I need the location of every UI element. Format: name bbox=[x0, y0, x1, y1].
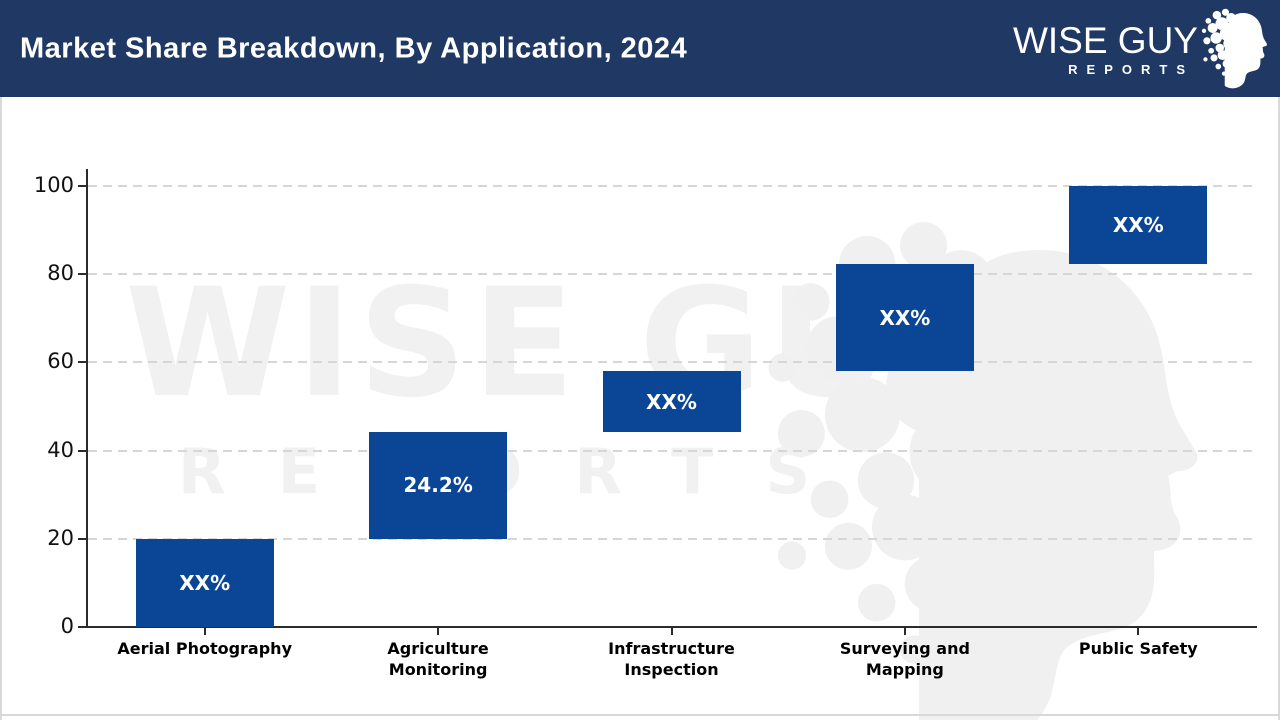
x-tick bbox=[203, 628, 206, 635]
x-category-label: Agriculture Monitoring bbox=[328, 638, 548, 680]
page-left-rule bbox=[0, 97, 2, 720]
y-tick bbox=[78, 185, 86, 187]
x-category-label-line: Public Safety bbox=[1078, 639, 1198, 658]
logo-head-icon bbox=[1201, 8, 1267, 89]
y-tick-label: 20 bbox=[47, 525, 74, 550]
y-tick-label: 40 bbox=[47, 437, 74, 462]
bar-value-label: XX% bbox=[179, 570, 231, 595]
page-bottom-rule bbox=[0, 714, 1280, 716]
axis-spine-bottom bbox=[86, 626, 1257, 628]
bar-segment: 24.2% bbox=[369, 432, 508, 539]
gridline bbox=[88, 361, 1255, 364]
x-category-label-line: Monitoring bbox=[388, 660, 488, 679]
page-title: Market Share Breakdown, By Application, … bbox=[20, 32, 688, 64]
y-tick-label: 60 bbox=[47, 349, 74, 374]
x-category-label: Infrastructure Inspection bbox=[562, 638, 782, 680]
gridline bbox=[88, 449, 1255, 452]
x-category-label: Public Safety bbox=[1028, 638, 1248, 659]
x-category-label: Aerial Photography bbox=[95, 638, 315, 659]
x-category-label-line: Aerial Photography bbox=[117, 639, 292, 658]
plot-area: 0 20 40 60 80 100 XX% Aerial Photography 24.2% Ag… bbox=[0, 97, 1280, 720]
gridline bbox=[88, 537, 1255, 540]
gridline bbox=[88, 185, 1255, 187]
logo-subtext: REPORTS bbox=[1068, 62, 1194, 77]
bar-value-label: XX% bbox=[646, 389, 697, 414]
bar-segment: XX% bbox=[1069, 186, 1208, 265]
bar-segment: XX% bbox=[835, 264, 974, 372]
y-tick bbox=[78, 537, 86, 540]
bar-segment: XX% bbox=[135, 538, 274, 627]
watermark-head-graphic bbox=[768, 221, 1198, 720]
bar-value-label: 24.2% bbox=[403, 473, 473, 498]
x-category-label-line: Surveying and bbox=[839, 639, 970, 658]
x-tick bbox=[1137, 628, 1140, 635]
x-category-label-line: Agriculture bbox=[387, 639, 489, 658]
y-tick bbox=[78, 273, 86, 276]
bar-value-label: XX% bbox=[879, 305, 931, 330]
brand-logo: WISE GUY REPORTS bbox=[1012, 6, 1270, 92]
header-bar: Market Share Breakdown, By Application, … bbox=[0, 0, 1280, 97]
chart-area: WISE GUY REPORTS 0 20 40 60 80 100 XX% Aerial P… bbox=[0, 97, 1280, 720]
x-tick bbox=[903, 628, 906, 635]
y-tick-label: 80 bbox=[47, 261, 74, 286]
y-tick bbox=[78, 361, 86, 364]
bar-segment: XX% bbox=[602, 371, 741, 433]
x-category-label-line: Inspection bbox=[624, 660, 719, 679]
x-category-label: Surveying and Mapping bbox=[795, 638, 1015, 680]
y-tick-label: 0 bbox=[60, 614, 74, 638]
y-tick bbox=[78, 626, 86, 628]
x-tick bbox=[670, 628, 673, 635]
x-category-label-line: Infrastructure bbox=[608, 639, 735, 658]
x-category-label-line: Mapping bbox=[865, 660, 944, 679]
page-right-rule bbox=[1278, 97, 1280, 720]
y-tick-label: 100 bbox=[33, 173, 74, 197]
axis-spine-left bbox=[86, 169, 88, 627]
y-tick bbox=[78, 449, 86, 452]
bar-value-label: XX% bbox=[1112, 213, 1164, 238]
logo-wordmark: WISE GUY bbox=[1012, 20, 1198, 61]
gridline bbox=[88, 273, 1255, 276]
x-tick bbox=[437, 628, 440, 635]
